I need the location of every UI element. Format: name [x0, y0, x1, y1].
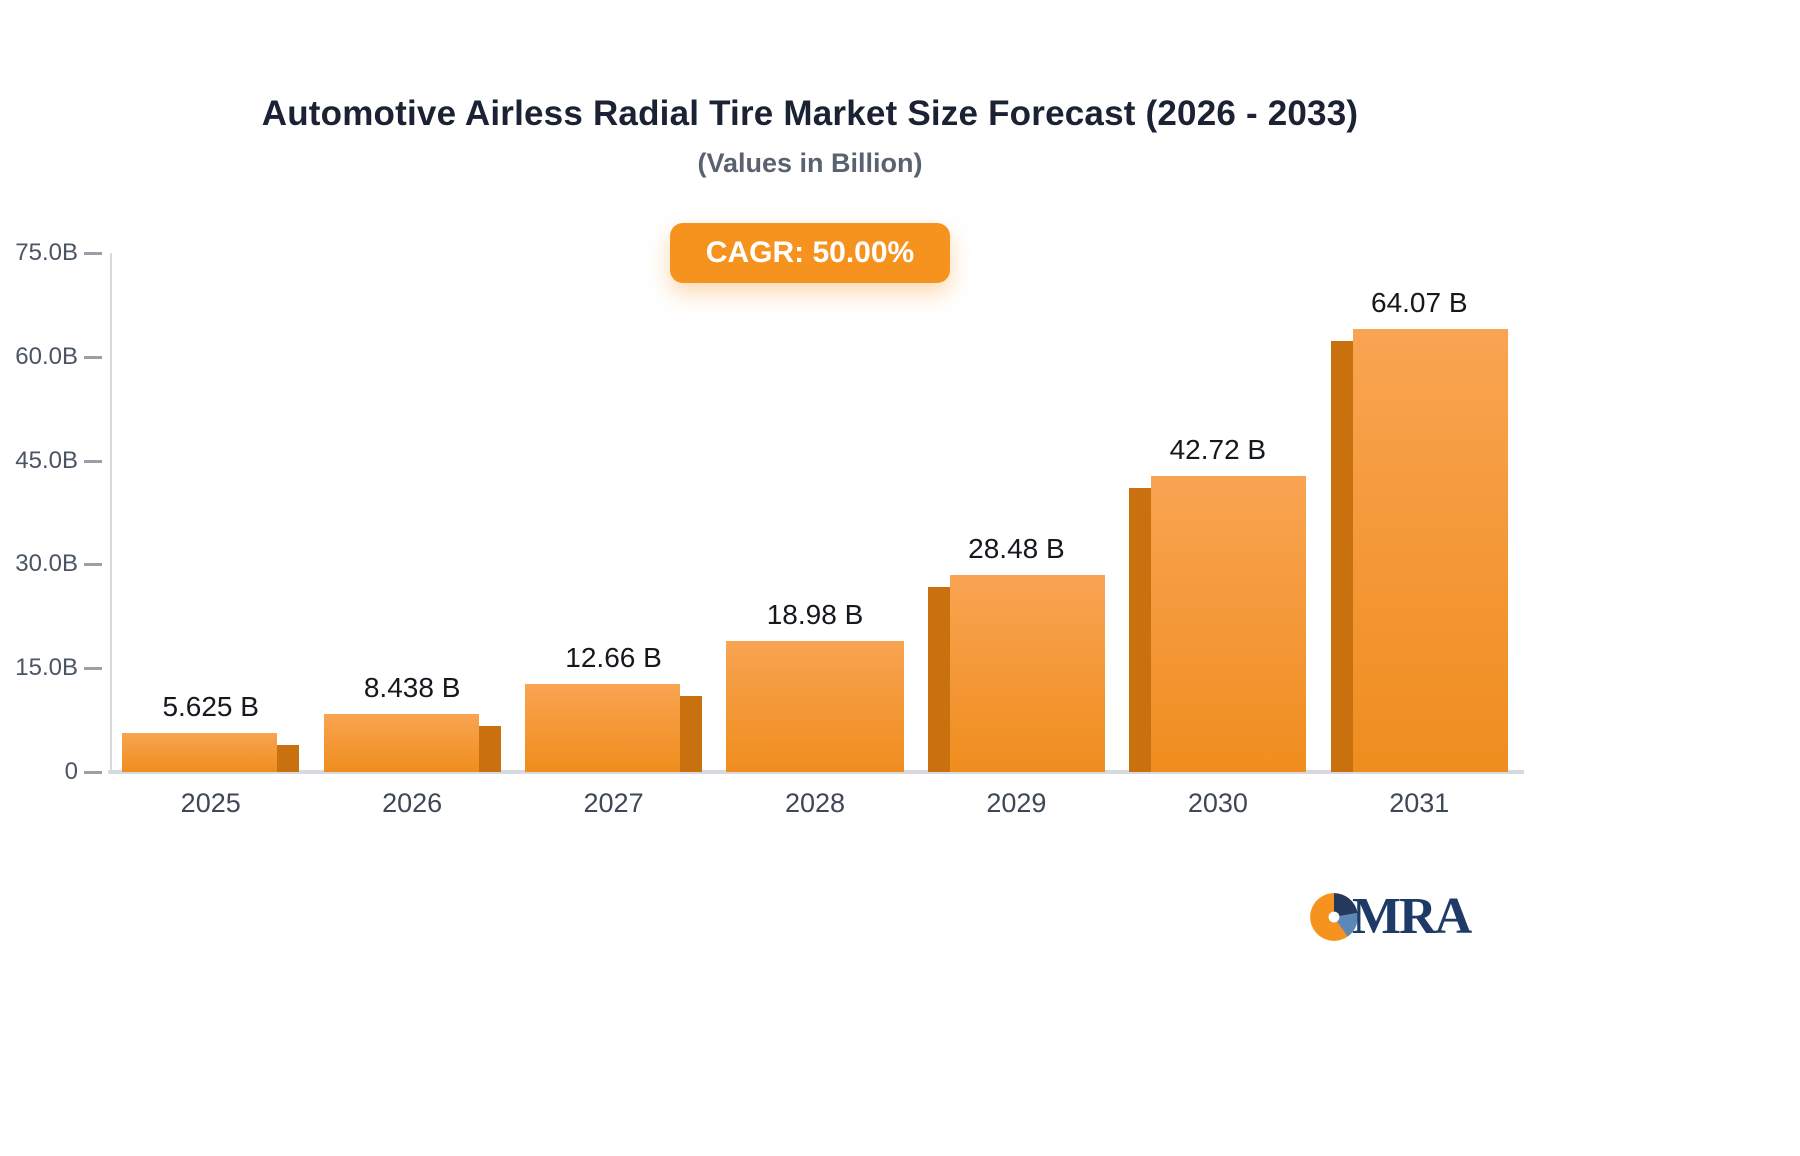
logo-icon: [1310, 893, 1358, 941]
y-tick-label: 75.0B: [15, 239, 78, 266]
x-tick-label: 2027: [583, 788, 644, 818]
bar-face: [122, 733, 278, 772]
bar-face: [726, 640, 904, 772]
y-tick-label: 60.0B: [15, 342, 78, 370]
y-tick-label: 0: [64, 758, 78, 785]
bar-value-label: 28.48 B: [968, 532, 1065, 564]
y-tick-label: 15.0B: [15, 654, 78, 682]
plot-area: 0 15.0B 30.0B 45.0B 60.0B 75.0B 5.625 B 8.438 …: [15, 239, 1524, 818]
bar-side-face: [927, 586, 950, 772]
y-tick-mark: [84, 667, 102, 671]
bar: [122, 733, 300, 772]
x-tick-label: 2025: [180, 788, 241, 818]
logo-text: MRA: [1352, 888, 1472, 945]
bar-face: [323, 713, 479, 772]
bar-face: [949, 574, 1106, 772]
y-tick-mark: [84, 563, 102, 567]
cagr-badge: CAGR: 50.00%: [669, 223, 951, 283]
bar: [1330, 328, 1508, 772]
x-tick-label: 2029: [986, 788, 1047, 818]
bar-side-face: [1129, 488, 1152, 772]
logo: MRA: [1308, 888, 1472, 945]
bar-value-label: 42.72 B: [1169, 434, 1267, 466]
bar-value-label: 5.625 B: [162, 691, 259, 723]
y-tick-mark: [84, 252, 102, 255]
y-tick-mark: [84, 459, 102, 463]
y-axis-line: [110, 253, 112, 772]
y-tick-label: 45.0B: [15, 446, 78, 474]
bar-face: [524, 684, 681, 772]
bar: [524, 684, 703, 772]
bar-side-face: [680, 696, 703, 772]
y-tick-mark: [84, 771, 102, 774]
chart-subtitle: (Values in Billion): [697, 148, 923, 178]
y-tick-mark: [84, 355, 102, 359]
x-tick-label: 2028: [784, 788, 846, 818]
x-axis-line: [108, 770, 1524, 774]
bar-face: [1151, 476, 1307, 772]
bar-value-label: 18.98 B: [766, 598, 864, 630]
x-tick-label: 2031: [1389, 788, 1450, 818]
bar-side-face: [1330, 340, 1353, 772]
bar-side-face: [277, 745, 300, 772]
bar: [927, 574, 1106, 772]
cagr-badge-wrap: CAGR: 50.00%: [0, 223, 1620, 283]
chart-title: Automotive Airless Radial Tire Market Si…: [261, 94, 1359, 133]
bar-value-label: 12.66 B: [565, 642, 662, 674]
x-tick-label: 2026: [382, 788, 443, 818]
bar-value-label: 8.438 B: [363, 671, 461, 703]
bar: [323, 713, 501, 772]
bar-side-face: [478, 725, 501, 772]
bar: [726, 640, 904, 772]
bar-face: [1352, 328, 1508, 772]
x-tick-label: 2030: [1187, 788, 1248, 818]
y-tick-label: 30.0B: [15, 550, 78, 578]
bar-value-label: 64.07 B: [1371, 286, 1468, 318]
bar: [1129, 476, 1307, 772]
